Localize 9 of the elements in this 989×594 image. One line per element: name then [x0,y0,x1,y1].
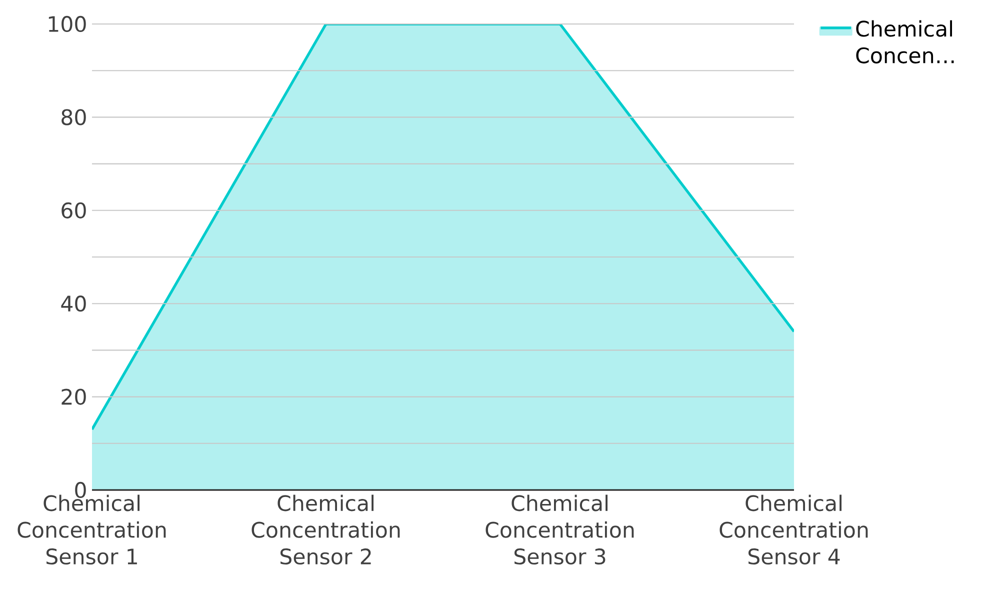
x-tick-label: Chemical Concentration Sensor 4 [720,494,868,565]
y-tick-label: 60 [62,202,86,218]
y-tick-label: 80 [62,109,86,126]
x-tick-label: Chemical Concentration Sensor 2 [252,494,400,565]
y-tick-label: 20 [62,388,86,405]
y-tick-label: 100 [48,16,86,32]
x-tick-label: Chemical Concentration Sensor 3 [486,494,634,565]
y-tick-label: 40 [61,296,86,312]
legend-label: Chemical Concen… [856,20,954,64]
